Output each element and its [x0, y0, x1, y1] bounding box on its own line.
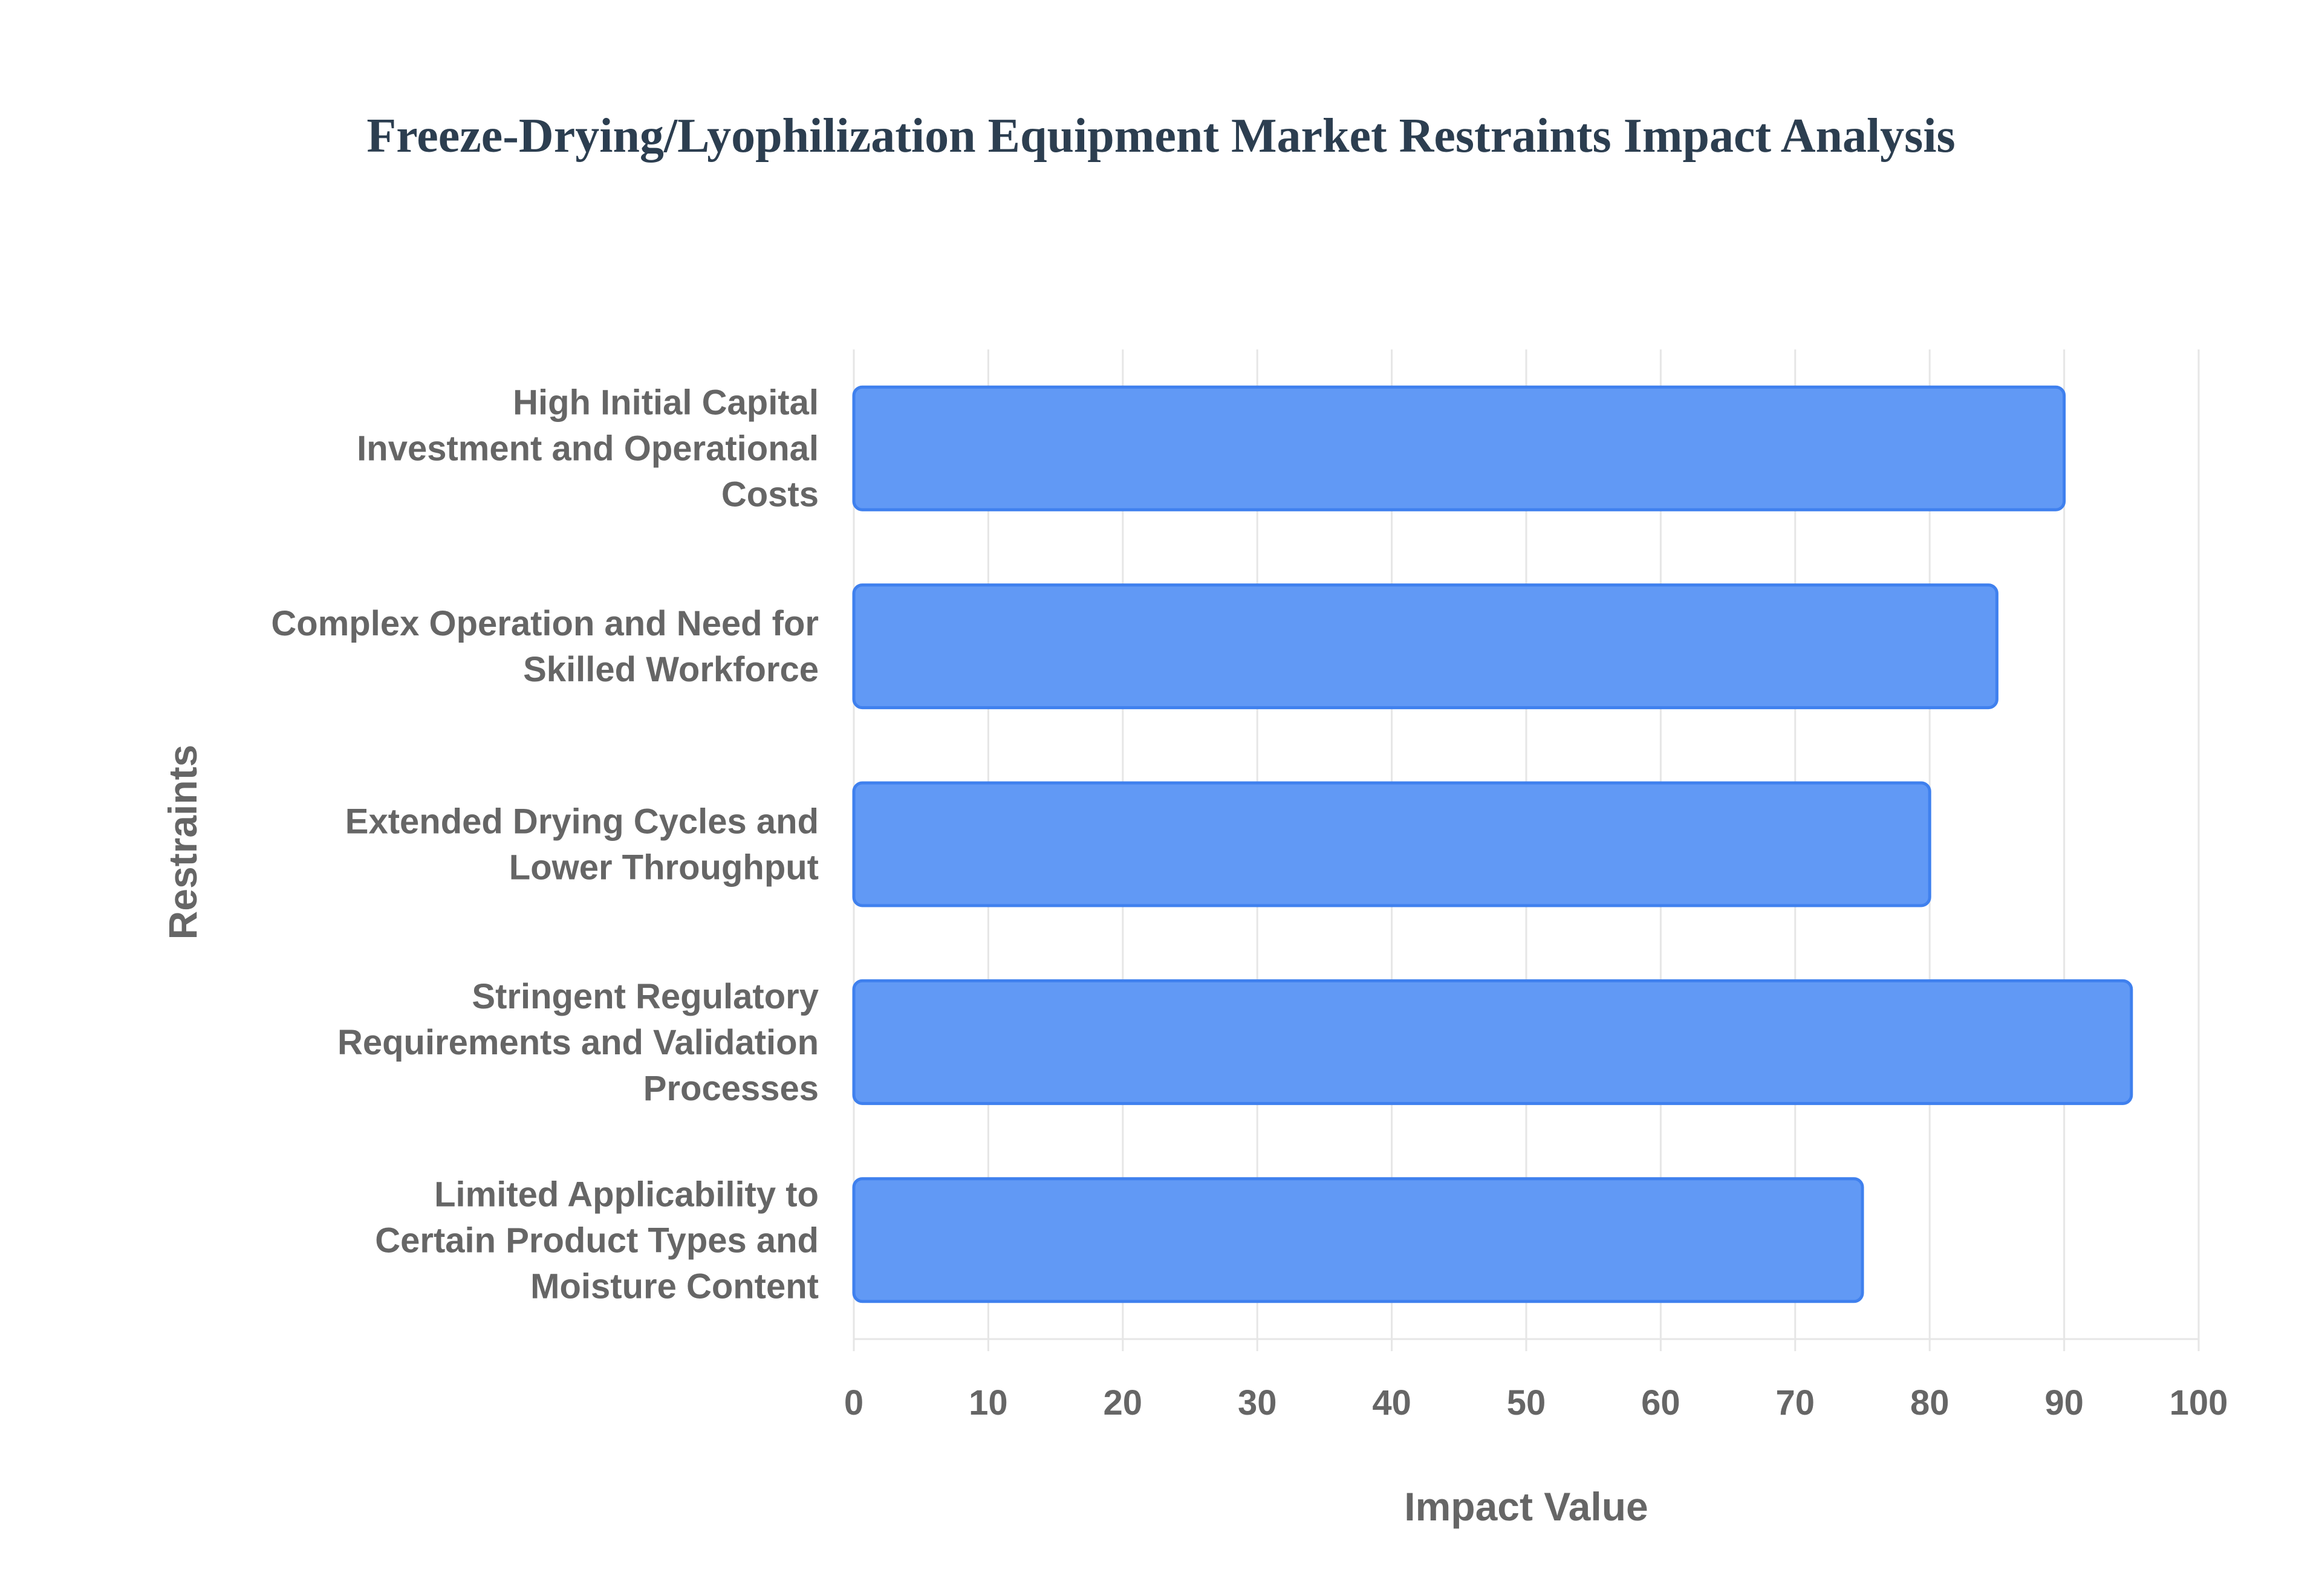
category-label: Skilled Workforce — [523, 650, 819, 689]
bar — [852, 1177, 1864, 1303]
x-tick-label: 40 — [1372, 1383, 1411, 1422]
category-label: Investment and Operational — [357, 429, 819, 469]
bar — [852, 583, 1998, 710]
bar — [852, 781, 1931, 907]
x-tick-label: 90 — [2044, 1383, 2084, 1422]
category-label: Requirements and Validation — [337, 1023, 819, 1062]
category-label: Lower Throughput — [509, 848, 819, 887]
category-label: Costs — [721, 475, 819, 514]
x-tick-label: 80 — [1910, 1383, 1950, 1422]
bar — [852, 979, 2133, 1105]
x-tick-label: 50 — [1507, 1383, 1546, 1422]
x-tick-label: 20 — [1104, 1383, 1143, 1422]
bar — [852, 385, 2066, 511]
category-label: Moisture Content — [530, 1267, 819, 1306]
x-tick-label: 0 — [844, 1383, 863, 1422]
category-label: Processes — [643, 1069, 819, 1108]
x-axis-title: Impact Value — [1404, 1484, 1648, 1529]
chart-title: Freeze-Drying/Lyophilization Equipment M… — [366, 109, 1956, 163]
category-label: Limited Applicability to — [434, 1175, 819, 1214]
x-tick-label: 30 — [1238, 1383, 1277, 1422]
x-tick-label: 10 — [969, 1383, 1008, 1422]
x-tick-label: 60 — [1641, 1383, 1680, 1422]
x-tick-label: 70 — [1776, 1383, 1815, 1422]
x-tick-label: 100 — [2170, 1383, 2228, 1422]
category-label: Complex Operation and Need for — [271, 604, 819, 643]
category-label: Stringent Regulatory — [472, 977, 819, 1016]
y-axis-title: Restraints — [160, 745, 205, 940]
category-label: High Initial Capital — [513, 383, 819, 423]
category-label: Certain Product Types and — [375, 1221, 819, 1260]
category-label: Extended Drying Cycles and — [345, 802, 819, 842]
